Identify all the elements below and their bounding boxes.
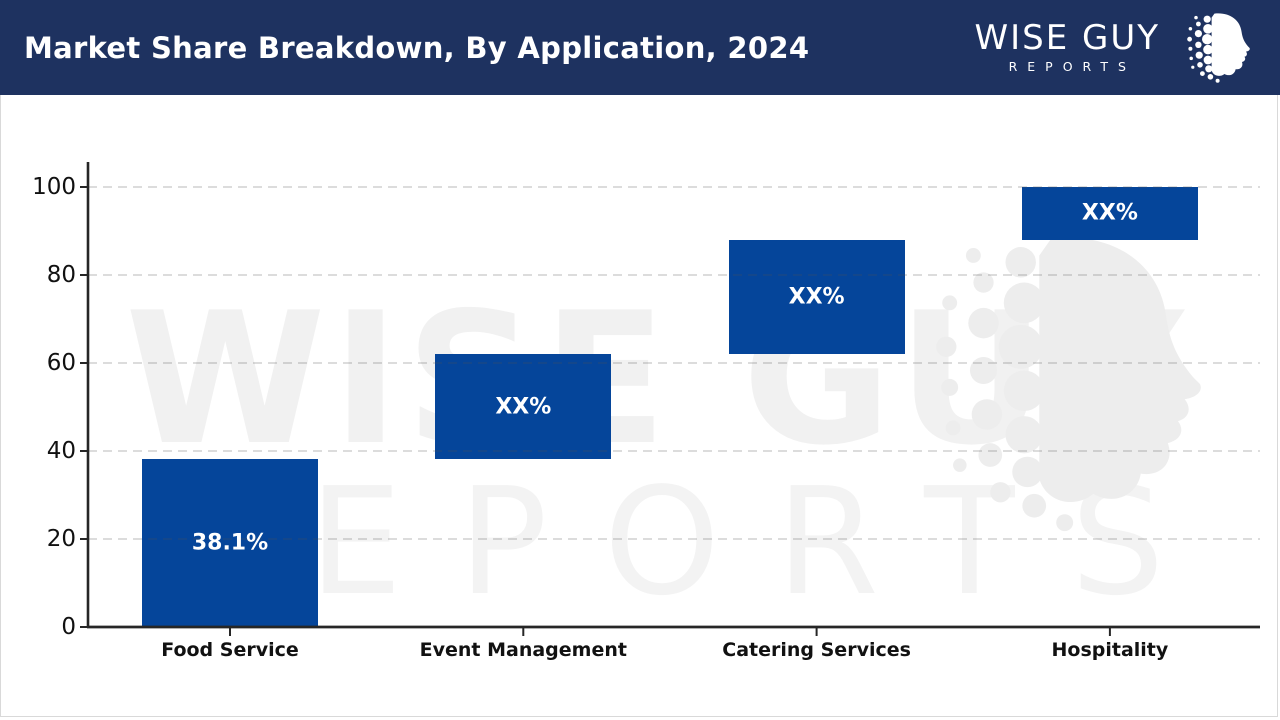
- x-axis-label-event-management: Event Management: [419, 639, 627, 661]
- logo-wordmark-text: WISE GUY: [974, 18, 1160, 58]
- y-axis-tick-label: 100: [32, 174, 76, 200]
- x-axis-label-catering-services: Catering Services: [722, 639, 911, 661]
- y-axis-tick-label: 40: [46, 438, 76, 464]
- header: Market Share Breakdown, By Application, …: [0, 0, 1280, 95]
- bar-value-label: XX%: [1081, 200, 1138, 226]
- bar-catering-services: [728, 239, 905, 355]
- y-axis-tick-label: 60: [46, 350, 76, 376]
- y-axis-tick-label: 0: [61, 614, 76, 640]
- brand-logo: WISE GUY REPORTS: [974, 10, 1256, 86]
- watermark-head-icon: [936, 237, 1201, 532]
- y-axis-tick-label: 80: [46, 262, 76, 288]
- y-axis-tick-label: 20: [46, 526, 76, 552]
- bar-value-label: XX%: [495, 394, 552, 420]
- x-axis-label-food-service: Food Service: [161, 639, 299, 661]
- bar-event-management: [435, 354, 612, 460]
- logo-subtext: REPORTS: [1008, 59, 1136, 74]
- logo-wordmark: WISE GUY REPORTS: [974, 21, 1160, 74]
- logo-head-icon: [1187, 12, 1250, 83]
- bar-value-label: 38.1%: [191, 530, 269, 556]
- bar-hospitality: [1021, 187, 1198, 240]
- bar-value-label: XX%: [788, 284, 845, 310]
- page-title: Market Share Breakdown, By Application, …: [24, 30, 810, 65]
- bar-food-service: [142, 459, 318, 627]
- x-axis-label-hospitality: Hospitality: [1051, 639, 1169, 661]
